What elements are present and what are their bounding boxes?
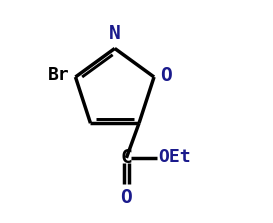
Text: O: O [120, 188, 132, 207]
Text: N: N [109, 24, 121, 43]
Text: Br: Br [48, 66, 70, 84]
Text: OEt: OEt [158, 149, 191, 167]
Text: O: O [160, 66, 172, 85]
Text: C: C [120, 149, 132, 167]
